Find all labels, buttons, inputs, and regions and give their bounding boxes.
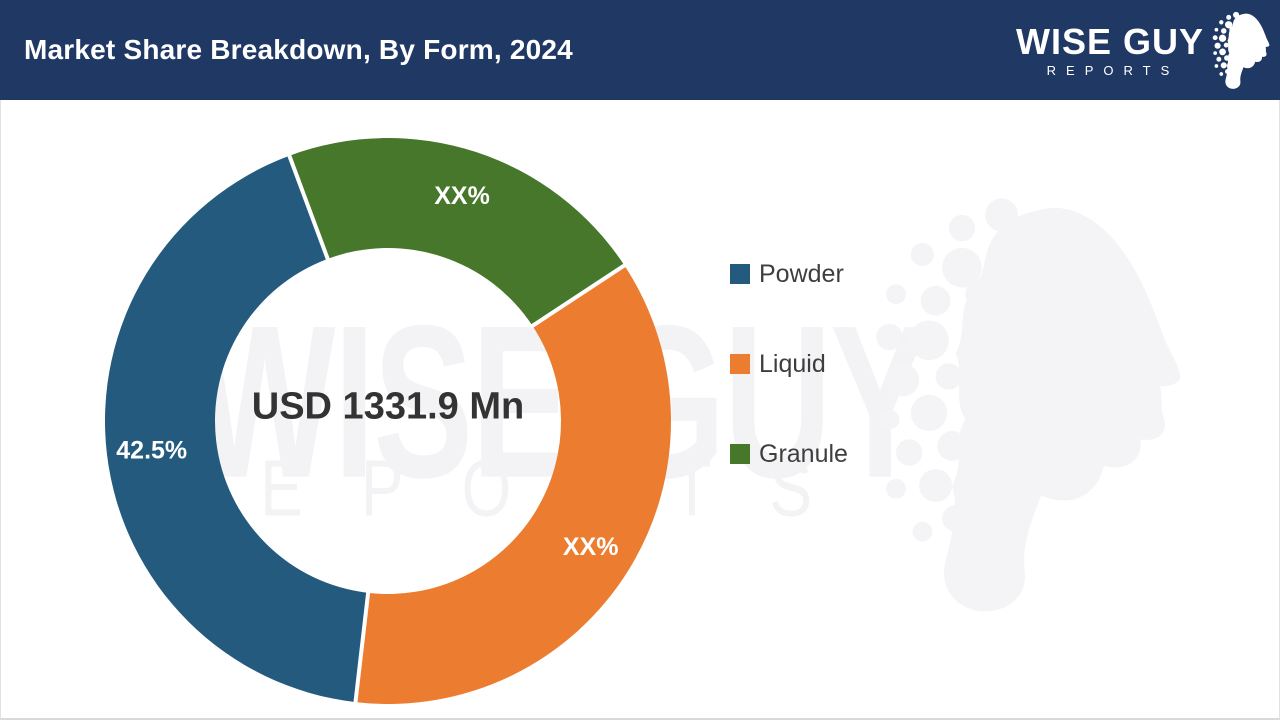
- legend-item-granule: Granule: [730, 441, 848, 467]
- slice-granule: [289, 138, 625, 326]
- logo-text: WISE GUY REPORTS: [1015, 20, 1204, 78]
- slice-separator: [353, 590, 371, 705]
- wise-guy-reports-logo: WISE GUY REPORTS: [1016, 0, 1272, 100]
- donut-chart: 42.5% XX% XX%: [104, 138, 672, 705]
- chart-area: WISE GUY REPORTS 42.5% XX% XX% USD 1331.9 …: [0, 100, 1280, 720]
- legend-swatch-powder: [730, 264, 750, 284]
- watermark-reports: REPORTS: [155, 443, 871, 533]
- legend-item-powder: Powder: [730, 261, 848, 287]
- slice-liquid: [355, 265, 672, 704]
- page-title: Market Share Breakdown, By Form, 2024: [24, 34, 573, 65]
- slice-separator: [529, 262, 628, 329]
- slice-label-granule: XX%: [434, 182, 490, 210]
- chart-center-value: USD 1331.9 Mn: [251, 385, 525, 428]
- logo-tagline: REPORTS: [1046, 62, 1180, 78]
- dot-face-profile-icon: [1212, 11, 1270, 89]
- legend-label-granule: Granule: [759, 439, 848, 468]
- legend-label-liquid: Liquid: [759, 349, 826, 378]
- slice-label-powder: 42.5%: [116, 437, 187, 465]
- legend-label-powder: Powder: [759, 259, 844, 288]
- watermark-face-icon: [876, 198, 1181, 612]
- legend-swatch-liquid: [730, 354, 750, 374]
- slice-label-liquid: XX%: [563, 533, 619, 561]
- header-bar: Market Share Breakdown, By Form, 2024 WI…: [0, 0, 1280, 100]
- slice-powder: [104, 155, 369, 703]
- slice-separator: [286, 153, 331, 262]
- legend: Powder Liquid Granule: [730, 261, 848, 531]
- legend-item-liquid: Liquid: [730, 351, 848, 377]
- logo-name: WISE GUY: [1015, 20, 1204, 62]
- legend-swatch-granule: [730, 444, 750, 464]
